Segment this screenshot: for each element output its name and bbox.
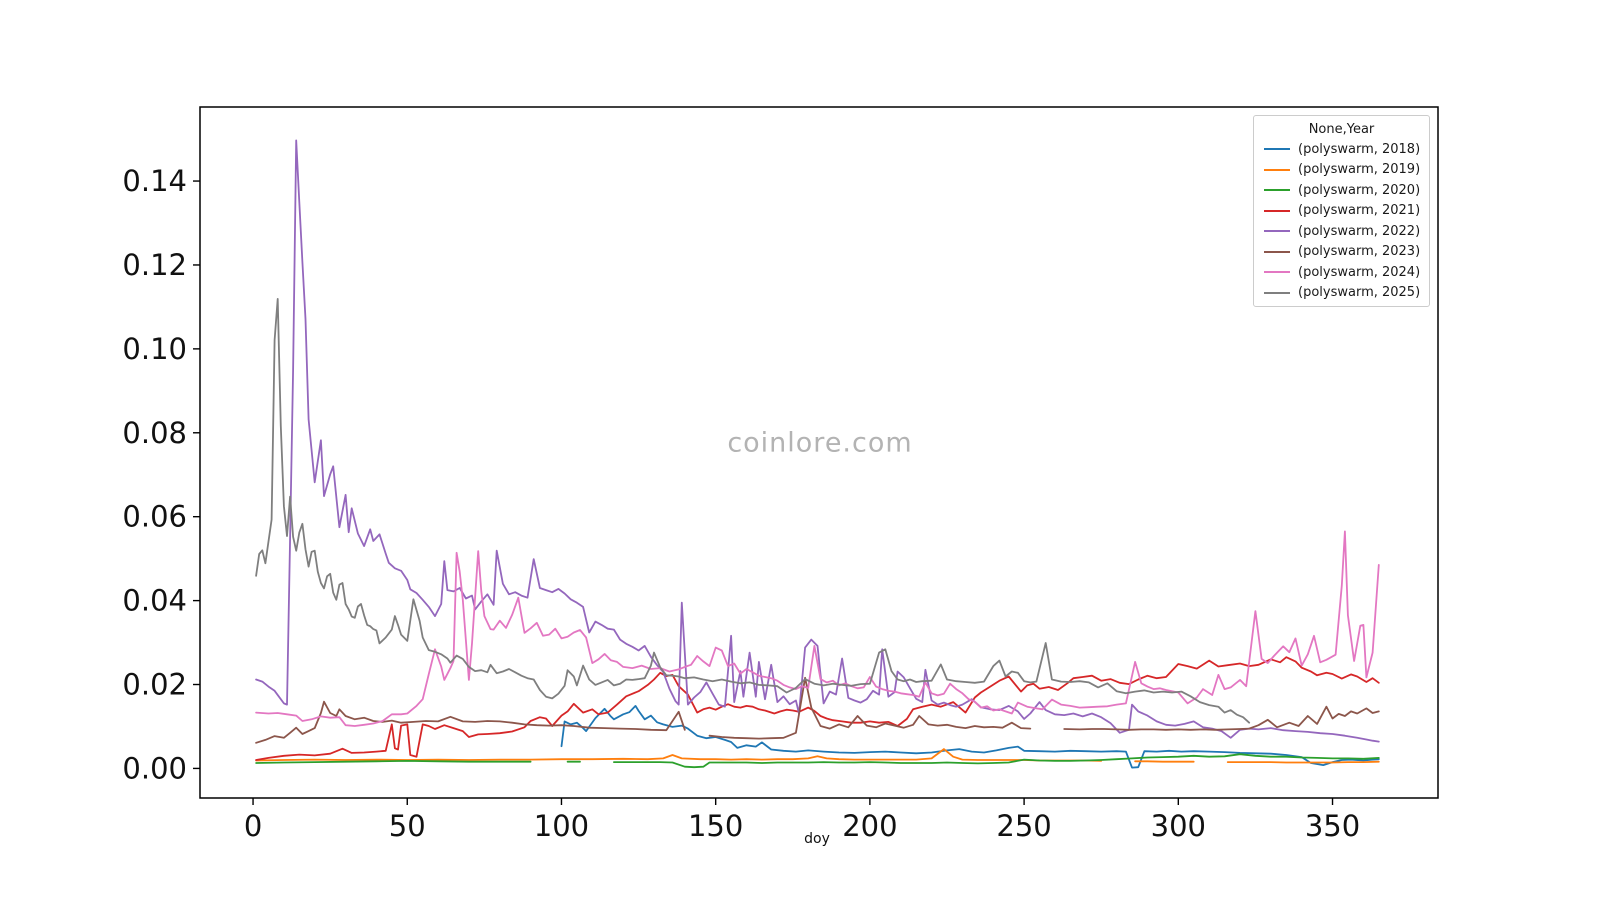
legend-line-swatch xyxy=(1264,209,1290,212)
y-tick-label: 0.12 xyxy=(122,248,187,282)
series-line-2023 xyxy=(255,676,1380,744)
series-line-2022 xyxy=(255,139,1380,743)
series-line-2018 xyxy=(560,705,1380,769)
x-tick-label: 200 xyxy=(842,809,897,843)
x-tick-label: 100 xyxy=(534,809,589,843)
legend-line-swatch xyxy=(1264,291,1290,294)
legend-line-swatch xyxy=(1264,271,1290,274)
legend-item-label: (polyswarm, 2022) xyxy=(1298,223,1421,239)
legend-item-label: (polyswarm, 2021) xyxy=(1298,203,1421,219)
legend-item-label: (polyswarm, 2025) xyxy=(1298,285,1421,301)
legend-line-swatch xyxy=(1264,148,1290,151)
y-tick-label: 0.08 xyxy=(122,416,187,450)
series-line-2024 xyxy=(255,530,1380,727)
legend-item-2020: (polyswarm, 2020) xyxy=(1260,180,1423,201)
legend-box: None,Year (polyswarm, 2018) (polyswarm, 2… xyxy=(1253,115,1430,307)
y-tick-label: 0.10 xyxy=(122,332,187,366)
legend-item-2023: (polyswarm, 2023) xyxy=(1260,242,1423,263)
legend-item-label: (polyswarm, 2018) xyxy=(1298,141,1421,157)
series-line-2025 xyxy=(255,298,1251,724)
y-tick-label: 0.04 xyxy=(122,584,187,618)
y-tick-label: 0.00 xyxy=(122,751,187,785)
legend-line-swatch xyxy=(1264,189,1290,192)
legend-line-swatch xyxy=(1264,168,1290,171)
legend-item-2022: (polyswarm, 2022) xyxy=(1260,221,1423,242)
plot-border xyxy=(199,106,1439,799)
series-line-2020 xyxy=(255,753,1380,769)
y-tick-label: 0.14 xyxy=(122,164,187,198)
x-tick-label: 50 xyxy=(389,809,426,843)
legend-item-2025: (polyswarm, 2025) xyxy=(1260,283,1423,304)
legend-title: None,Year xyxy=(1308,122,1375,137)
watermark: coinlore.com xyxy=(727,427,913,459)
x-tick-label: 250 xyxy=(996,809,1051,843)
legend-item-label: (polyswarm, 2023) xyxy=(1298,244,1421,260)
legend-item-label: (polyswarm, 2019) xyxy=(1298,162,1421,178)
legend-item-label: (polyswarm, 2024) xyxy=(1298,264,1421,280)
x-tick-label: 350 xyxy=(1305,809,1360,843)
legend-item-2018: (polyswarm, 2018) xyxy=(1260,139,1423,160)
legend-item-label: (polyswarm, 2020) xyxy=(1298,182,1421,198)
x-tick-label: 0 xyxy=(244,809,262,843)
legend-item-2021: (polyswarm, 2021) xyxy=(1260,201,1423,222)
y-tick-label: 0.02 xyxy=(122,668,187,702)
x-tick-label: 300 xyxy=(1151,809,1206,843)
legend-item-2019: (polyswarm, 2019) xyxy=(1260,160,1423,181)
legend-line-swatch xyxy=(1264,250,1290,253)
legend-line-swatch xyxy=(1264,230,1290,233)
series-line-2021 xyxy=(255,656,1380,761)
series-line-2019 xyxy=(255,748,1380,764)
x-axis-label: doy xyxy=(804,831,830,847)
y-tick-label: 0.06 xyxy=(122,500,187,534)
x-tick-label: 150 xyxy=(688,809,743,843)
legend-item-2024: (polyswarm, 2024) xyxy=(1260,262,1423,283)
